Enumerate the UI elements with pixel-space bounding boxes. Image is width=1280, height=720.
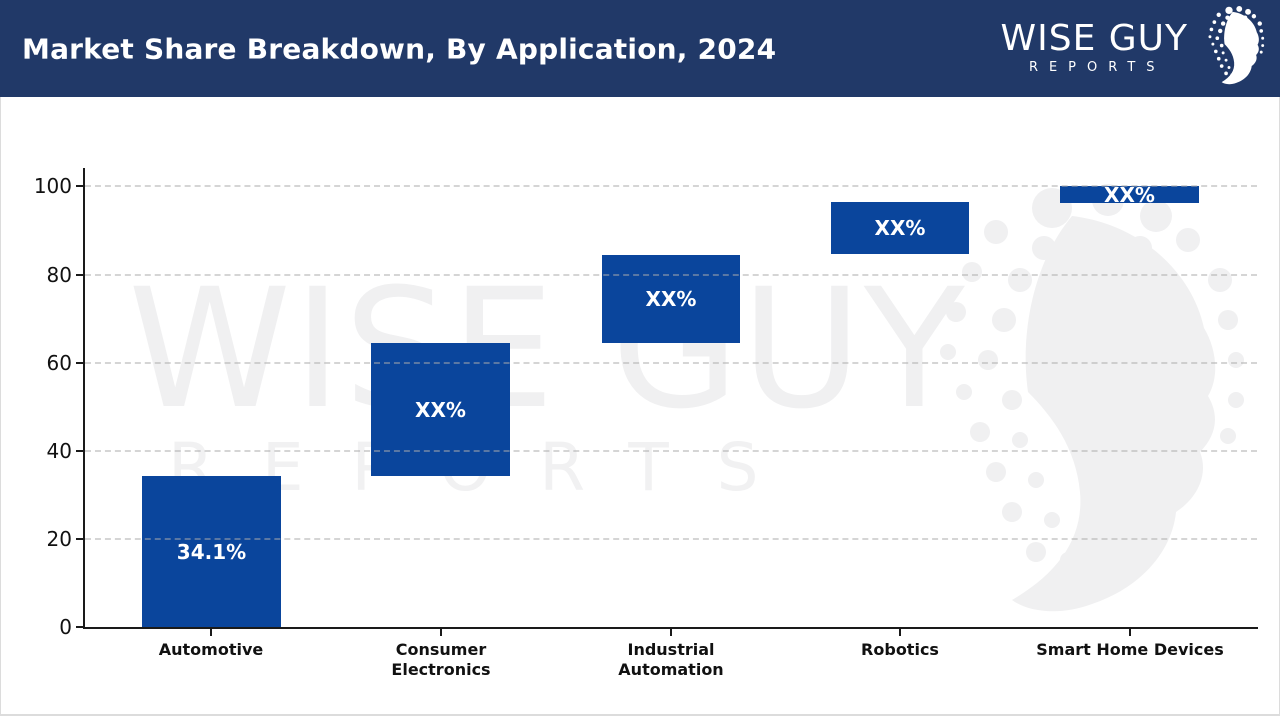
bar-industrial-automation: XX% bbox=[602, 255, 740, 343]
y-axis-line bbox=[83, 168, 85, 629]
wiseguy-face-icon bbox=[1208, 6, 1265, 85]
x-label-consumer-electronics: Consumer Electronics bbox=[391, 640, 491, 679]
y-tick-0 bbox=[76, 626, 83, 628]
bar-label-automotive: 34.1% bbox=[176, 539, 247, 564]
bar-label-robotics: XX% bbox=[874, 216, 926, 240]
gridline-60 bbox=[85, 362, 1257, 364]
bar-consumer-electronics: XX% bbox=[371, 343, 510, 476]
frame-left-border bbox=[0, 97, 1, 715]
x-label-robotics: Robotics bbox=[861, 640, 939, 659]
x-axis-line bbox=[83, 627, 1258, 629]
y-label-100: 100 bbox=[33, 174, 72, 198]
wiseguy-logo-line2: REPORTS bbox=[1028, 59, 1166, 75]
y-label-20: 20 bbox=[46, 527, 72, 551]
gridline-80 bbox=[85, 274, 1257, 276]
bar-robotics: XX% bbox=[831, 202, 969, 254]
y-label-60: 60 bbox=[46, 351, 72, 375]
x-label-smart-home-devices: Smart Home Devices bbox=[1036, 640, 1224, 659]
gridline-20 bbox=[85, 538, 1257, 540]
wiseguy-logo-text: WISE GUY REPORTS bbox=[1001, 19, 1189, 75]
bar-smart-home-devices: XX% bbox=[1060, 183, 1199, 207]
x-tick-smart-home-devices bbox=[1129, 629, 1131, 636]
gridline-40 bbox=[85, 450, 1257, 452]
frame-bottom-border bbox=[0, 714, 1280, 716]
x-label-automotive: Automotive bbox=[158, 640, 264, 659]
bar-label-industrial-automation: XX% bbox=[645, 287, 697, 311]
chart-title: Market Share Breakdown, By Application, … bbox=[22, 32, 777, 65]
y-label-80: 80 bbox=[46, 263, 72, 287]
y-tick-60 bbox=[76, 362, 83, 364]
y-tick-80 bbox=[76, 274, 83, 276]
bar-automotive: 34.1% bbox=[142, 476, 281, 627]
y-tick-100 bbox=[76, 185, 83, 187]
x-tick-consumer-electronics bbox=[440, 629, 442, 636]
x-tick-industrial-automation bbox=[670, 629, 672, 636]
header-band: Market Share Breakdown, By Application, … bbox=[0, 0, 1280, 97]
x-tick-automotive bbox=[210, 629, 212, 636]
watermark-text-wiseguy: WISE GUY bbox=[128, 253, 967, 445]
y-tick-40 bbox=[76, 450, 83, 452]
wiseguy-logo: WISE GUY REPORTS bbox=[1001, 6, 1267, 88]
gridline-100 bbox=[85, 185, 1257, 187]
y-tick-20 bbox=[76, 538, 83, 540]
wiseguy-logo-line1: WISE GUY bbox=[1000, 18, 1188, 60]
bar-label-consumer-electronics: XX% bbox=[415, 397, 466, 422]
y-label-0: 0 bbox=[59, 615, 72, 639]
y-label-40: 40 bbox=[46, 439, 72, 463]
x-tick-robotics bbox=[899, 629, 901, 636]
x-label-industrial-automation: Industrial Automation bbox=[618, 640, 724, 679]
